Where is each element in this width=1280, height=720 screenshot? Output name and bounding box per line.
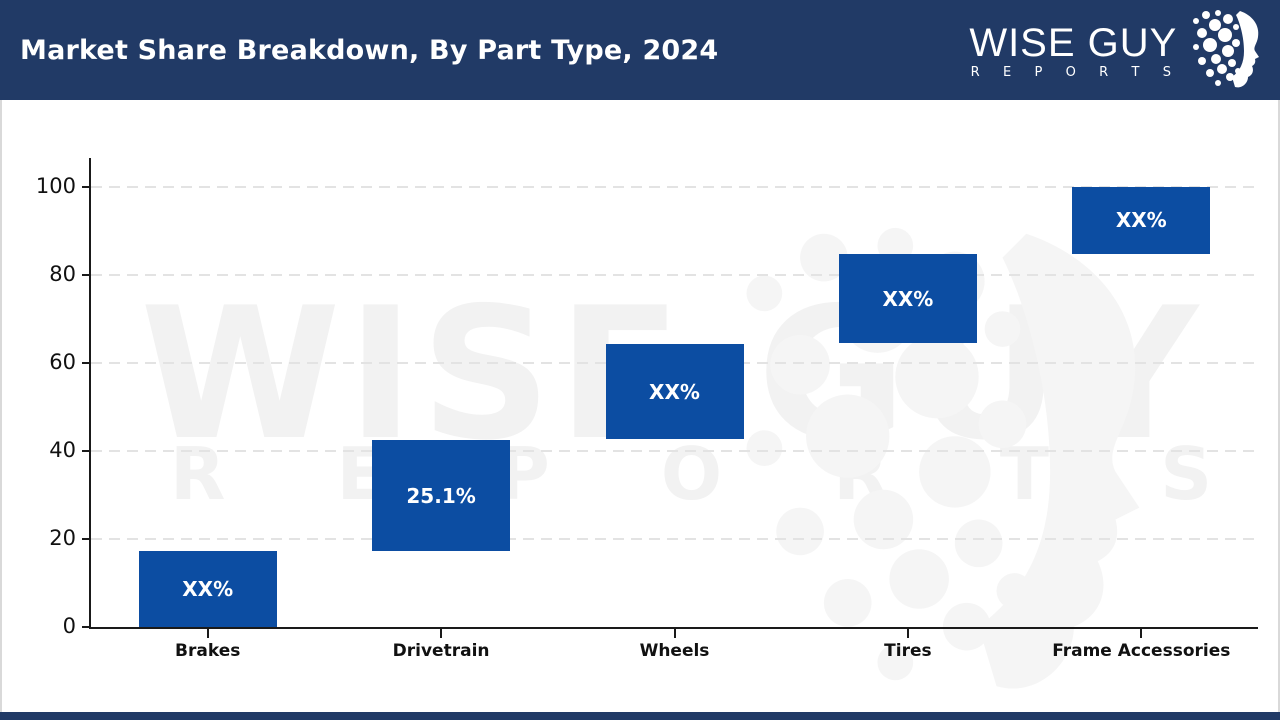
- x-tick-brakes: [206, 629, 209, 638]
- y-tick-40: [82, 450, 91, 452]
- x-axis-line: [89, 627, 1258, 629]
- y-tick-label-80: 80: [49, 262, 76, 286]
- y-tick-label-0: 0: [62, 614, 76, 638]
- y-tick-20: [82, 538, 91, 540]
- y-tick-label-20: 20: [49, 526, 76, 550]
- gridline-40: [91, 450, 1258, 452]
- y-tick-label-40: 40: [49, 438, 76, 462]
- bar-label-drivetrain: 25.1%: [406, 483, 476, 508]
- footer-band: [0, 712, 1280, 720]
- bar-drivetrain: 25.1%: [372, 440, 511, 551]
- category-label-drivetrain: Drivetrain: [392, 641, 490, 661]
- bar-label-brakes: XX%: [182, 576, 234, 601]
- gridline-80: [91, 274, 1258, 276]
- logo-subtitle: R E P O R T S: [970, 64, 1182, 80]
- bar-wheels: XX%: [605, 344, 744, 440]
- wiseguy-logo: WISE GUY R E P O R T S: [965, 8, 1262, 94]
- header-band: Market Share Breakdown, By Part Type, 20…: [0, 0, 1280, 100]
- gridline-20: [91, 538, 1258, 540]
- category-label-brakes: Brakes: [175, 641, 241, 661]
- gridline-100: [91, 186, 1258, 188]
- y-tick-60: [82, 362, 91, 364]
- y-tick-80: [82, 274, 91, 276]
- bar-brakes: XX%: [138, 550, 277, 627]
- y-tick-label-60: 60: [49, 350, 76, 374]
- y-tick-100: [82, 186, 91, 188]
- category-label-frame-accessories: Frame Accessories: [1052, 641, 1231, 661]
- bar-label-frame-accessories: XX%: [1115, 208, 1167, 233]
- bar-label-wheels: XX%: [649, 379, 700, 404]
- watermark-subtitle: R E P O R T S: [170, 432, 1265, 516]
- x-tick-tires: [906, 629, 909, 638]
- chart-title: Market Share Breakdown, By Part Type, 20…: [20, 34, 719, 66]
- bar-label-tires: XX%: [882, 286, 934, 311]
- bar-frame-accessories: XX%: [1072, 187, 1211, 254]
- y-tick-label-100: 100: [35, 174, 76, 198]
- plot-area: WISE GUY R E P O R T S 0 20 40 60 80 100 XX% Br…: [0, 100, 1280, 712]
- category-label-wheels: Wheels: [639, 641, 710, 661]
- x-tick-drivetrain: [440, 629, 443, 638]
- bar-tires: XX%: [838, 253, 977, 344]
- x-tick-frame-accessories: [1140, 629, 1143, 638]
- y-tick-0: [82, 626, 91, 628]
- category-label-tires: Tires: [884, 641, 932, 661]
- y-axis-line: [89, 158, 91, 629]
- x-tick-wheels: [673, 629, 676, 638]
- face-dots-icon: [1188, 7, 1262, 95]
- logo-wordmark: WISE GUY: [969, 20, 1178, 65]
